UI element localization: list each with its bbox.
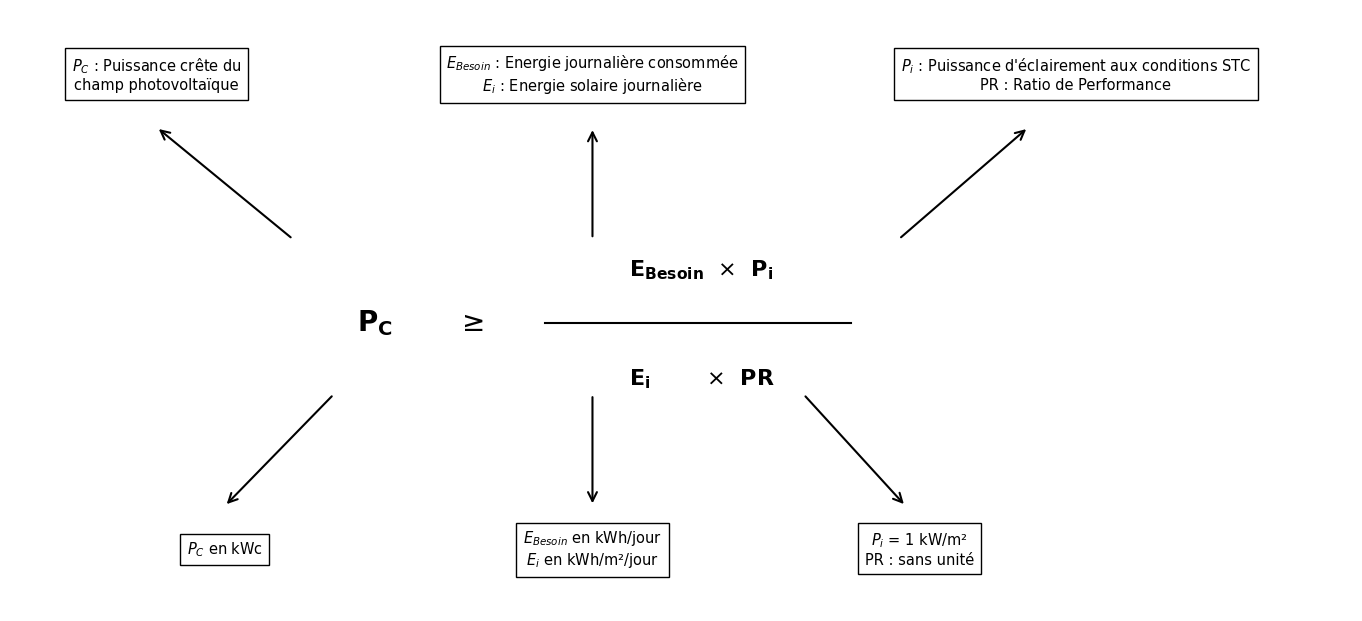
- Text: $\mathbf{E_i}$        $\times$  $\mathbf{PR}$: $\mathbf{E_i}$ $\times$ $\mathbf{PR}$: [629, 367, 774, 391]
- Text: $\mathbf{E_{Besoin}}$  $\times$  $\mathbf{P_i}$: $\mathbf{E_{Besoin}}$ $\times$ $\mathbf{…: [629, 258, 774, 282]
- Text: $P_C$ : Puissance crête du
champ photovoltaïque: $P_C$ : Puissance crête du champ photovo…: [72, 56, 241, 93]
- Text: $E_{Besoin}$ : Energie journalière consommée
$E_i$ : Energie solaire journalière: $E_{Besoin}$ : Energie journalière conso…: [447, 53, 738, 96]
- Text: $P_C$ en kWc: $P_C$ en kWc: [187, 540, 263, 559]
- Text: $E_{Besoin}$ en kWh/jour
$E_i$ en kWh/m²/jour: $E_{Besoin}$ en kWh/jour $E_i$ en kWh/m²…: [523, 529, 662, 570]
- Text: $P_i$ = 1 kW/m²
PR : sans unité: $P_i$ = 1 kW/m² PR : sans unité: [865, 532, 974, 568]
- Text: $\geq$: $\geq$: [456, 309, 484, 337]
- Text: $\mathbf{P_C}$: $\mathbf{P_C}$: [357, 308, 392, 338]
- Text: $P_i$ : Puissance d'éclairement aux conditions STC
PR : Ratio de Performance: $P_i$ : Puissance d'éclairement aux cond…: [900, 56, 1252, 93]
